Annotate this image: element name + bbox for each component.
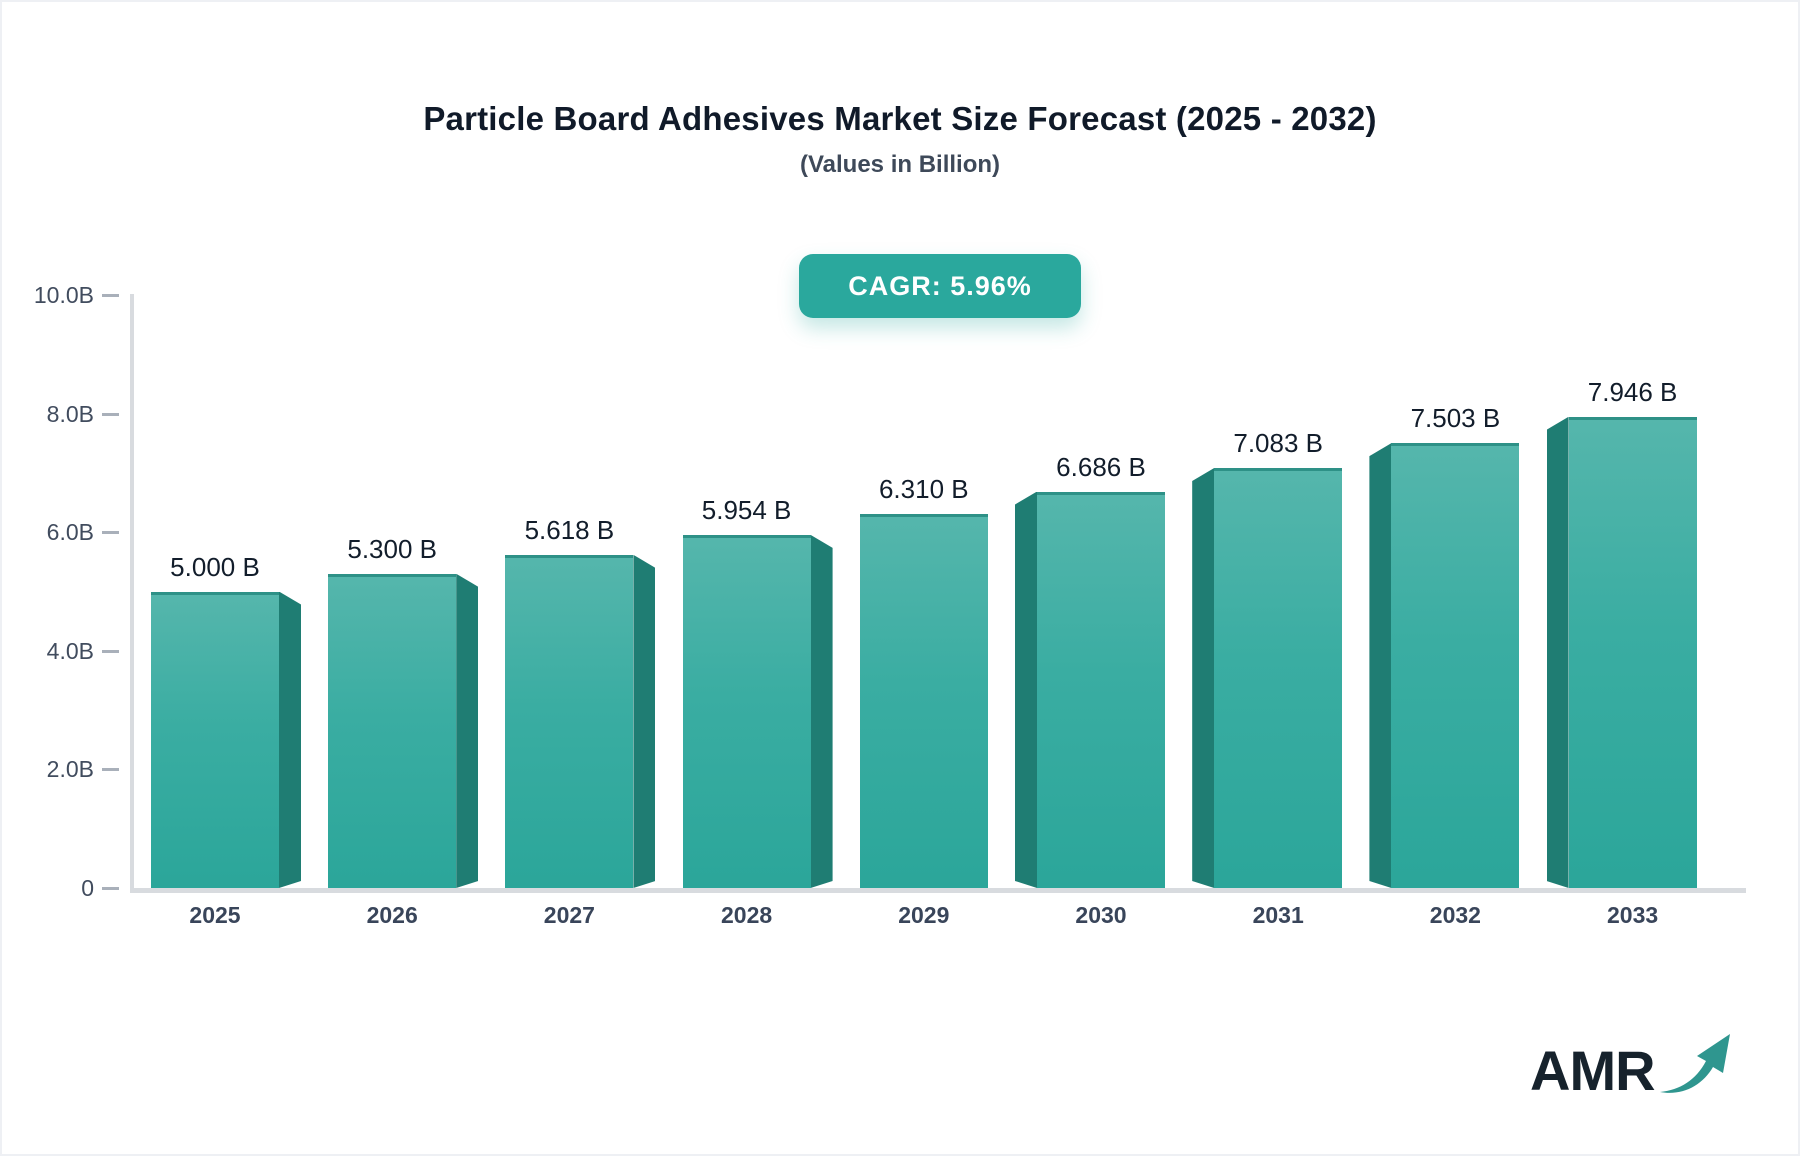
x-axis-label: 2027	[543, 902, 595, 928]
bar-side-face	[1547, 417, 1569, 888]
bar-face	[505, 554, 634, 888]
y-axis-tick	[102, 649, 119, 653]
bar-side-face	[456, 574, 478, 888]
bar-value-label: 5.618 B	[524, 514, 615, 545]
amr-logo-text: AMR	[1530, 1039, 1656, 1102]
bar-value-label: 5.000 B	[170, 551, 260, 582]
y-axis-tick-label: 6.0B	[46, 519, 94, 546]
x-axis-label: 2029	[898, 902, 950, 928]
y-axis-tick-label: 10.0B	[33, 282, 94, 308]
x-axis-label: 2026	[366, 902, 418, 928]
bar	[859, 513, 988, 888]
bar-face	[1214, 467, 1343, 888]
bar-side-face	[1369, 443, 1391, 888]
y-axis-tick	[102, 294, 119, 297]
x-axis-label: 2032	[1429, 902, 1481, 928]
bar-value-label: 6.686 B	[1056, 451, 1146, 482]
y-axis-tick	[102, 531, 119, 535]
bar	[1015, 491, 1165, 888]
bar	[1192, 467, 1343, 888]
bar-side-face	[279, 592, 301, 889]
y-axis-tick	[102, 412, 119, 416]
bar-face	[859, 513, 988, 888]
y-axis-tick-label: 8.0B	[46, 400, 94, 427]
trend-arrow-icon	[1660, 1034, 1730, 1093]
y-axis-tick-label: 4.0B	[46, 637, 94, 664]
bar-face	[682, 534, 811, 888]
bar-value-label: 7.083 B	[1233, 427, 1323, 458]
bar-value-label: 7.946 B	[1587, 376, 1678, 407]
x-axis-label: 2031	[1252, 902, 1304, 928]
bar-face	[1037, 491, 1165, 888]
bar-face	[151, 591, 279, 888]
y-axis-line	[130, 294, 134, 889]
chart-subtitle: (Values in Billion)	[799, 151, 1001, 178]
cagr-badge-label: CAGR: 5.96%	[848, 270, 1032, 301]
x-axis-baseline	[130, 888, 1746, 893]
bar-face	[328, 573, 457, 888]
x-axis-label: 2025	[189, 902, 241, 928]
bar-value-label: 5.300 B	[347, 533, 437, 564]
amr-logo: AMR	[1530, 1030, 1740, 1114]
bar-side-face	[1192, 468, 1214, 888]
x-axis-label: 2033	[1607, 902, 1659, 928]
bar-face	[1568, 416, 1697, 888]
bar-side-face	[1015, 492, 1037, 888]
bar-side-face	[633, 555, 655, 888]
y-axis-tick-label: 0	[81, 875, 94, 901]
x-axis-label: 2028	[721, 902, 773, 928]
bar	[1547, 416, 1697, 888]
bar-side-face	[811, 535, 833, 888]
bar	[682, 534, 833, 888]
bar-face	[1391, 443, 1520, 888]
bar-value-label: 5.954 B	[701, 494, 792, 525]
cagr-badge: CAGR: 5.96%	[799, 254, 1081, 318]
y-axis-tick	[102, 887, 119, 890]
x-axis-label: 2030	[1075, 902, 1127, 928]
bar	[505, 554, 655, 888]
bar	[1369, 443, 1520, 888]
y-axis-tick-label: 2.0B	[46, 756, 94, 783]
bar-value-label: 7.503 B	[1410, 403, 1501, 434]
bar	[328, 573, 478, 888]
bar	[151, 591, 301, 889]
bar-value-label: 6.310 B	[878, 473, 969, 504]
y-axis-tick	[102, 768, 119, 772]
chart-title: Particle Board Adhesives Market Size For…	[423, 100, 1377, 137]
